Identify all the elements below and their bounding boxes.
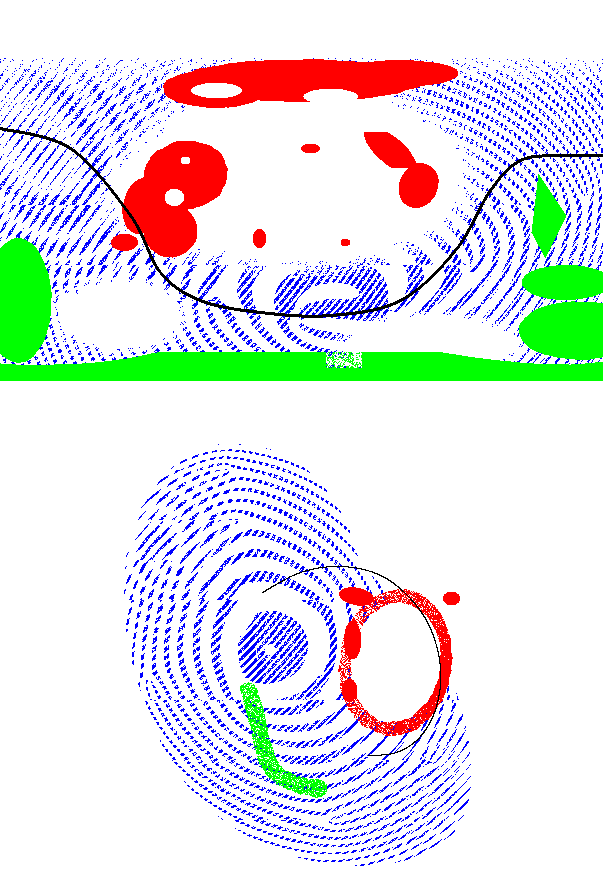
bottom-panel-projected-lobe bbox=[0, 0, 603, 893]
figure-root: Planar stipple map: dense blue dotted me… bbox=[0, 0, 603, 893]
